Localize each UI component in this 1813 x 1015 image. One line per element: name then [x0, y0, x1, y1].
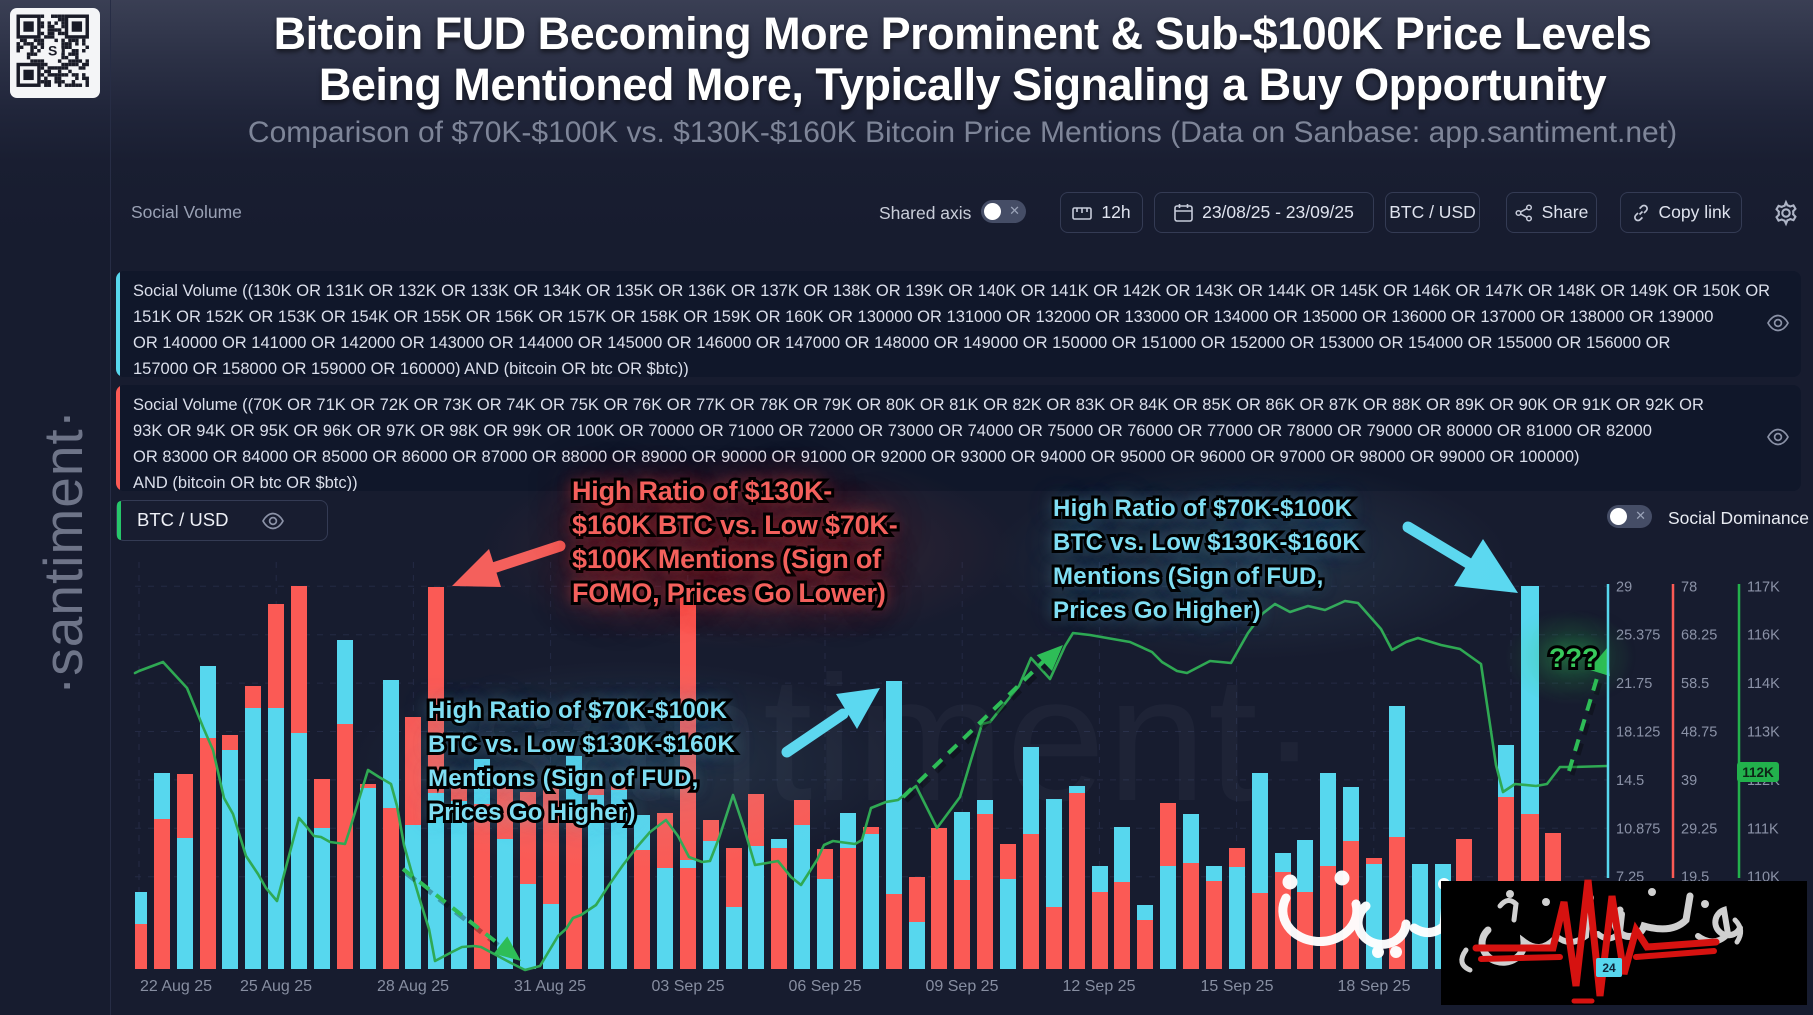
svg-text:15 Sep 25: 15 Sep 25 [1201, 978, 1274, 995]
svg-text:39: 39 [1681, 773, 1697, 789]
svg-text:112K: 112K [1742, 765, 1774, 780]
svg-text:25.375: 25.375 [1616, 628, 1660, 644]
svg-text:18 Sep 25: 18 Sep 25 [1338, 978, 1411, 995]
svg-text:48.75: 48.75 [1681, 725, 1717, 741]
svg-text:12 Sep 25: 12 Sep 25 [1063, 978, 1136, 995]
svg-text:68.25: 68.25 [1681, 628, 1717, 644]
svg-text:29: 29 [1616, 579, 1632, 595]
svg-text:S: S [48, 43, 57, 59]
svg-text:10.875: 10.875 [1616, 821, 1660, 837]
svg-text:21.75: 21.75 [1616, 676, 1652, 692]
svg-text:111K: 111K [1747, 821, 1779, 837]
svg-text:28 Aug 25: 28 Aug 25 [377, 978, 449, 995]
svg-text:09 Sep 25: 09 Sep 25 [926, 978, 999, 995]
svg-text:116K: 116K [1747, 628, 1780, 644]
svg-text:14.5: 14.5 [1616, 773, 1644, 789]
svg-text:113K: 113K [1747, 725, 1780, 741]
svg-text:22 Aug 25: 22 Aug 25 [140, 978, 212, 995]
svg-text:117K: 117K [1747, 579, 1780, 595]
svg-text:78: 78 [1681, 579, 1697, 595]
svg-text:06 Sep 25: 06 Sep 25 [789, 978, 862, 995]
svg-text:03 Sep 25: 03 Sep 25 [652, 978, 725, 995]
svg-text:25 Aug 25: 25 Aug 25 [240, 978, 312, 995]
svg-text:114K: 114K [1747, 676, 1780, 692]
svg-text:31 Aug 25: 31 Aug 25 [514, 978, 586, 995]
svg-text:24: 24 [1602, 961, 1616, 975]
svg-text:18.125: 18.125 [1616, 725, 1660, 741]
svg-text:58.5: 58.5 [1681, 676, 1709, 692]
svg-text:29.25: 29.25 [1681, 821, 1717, 837]
